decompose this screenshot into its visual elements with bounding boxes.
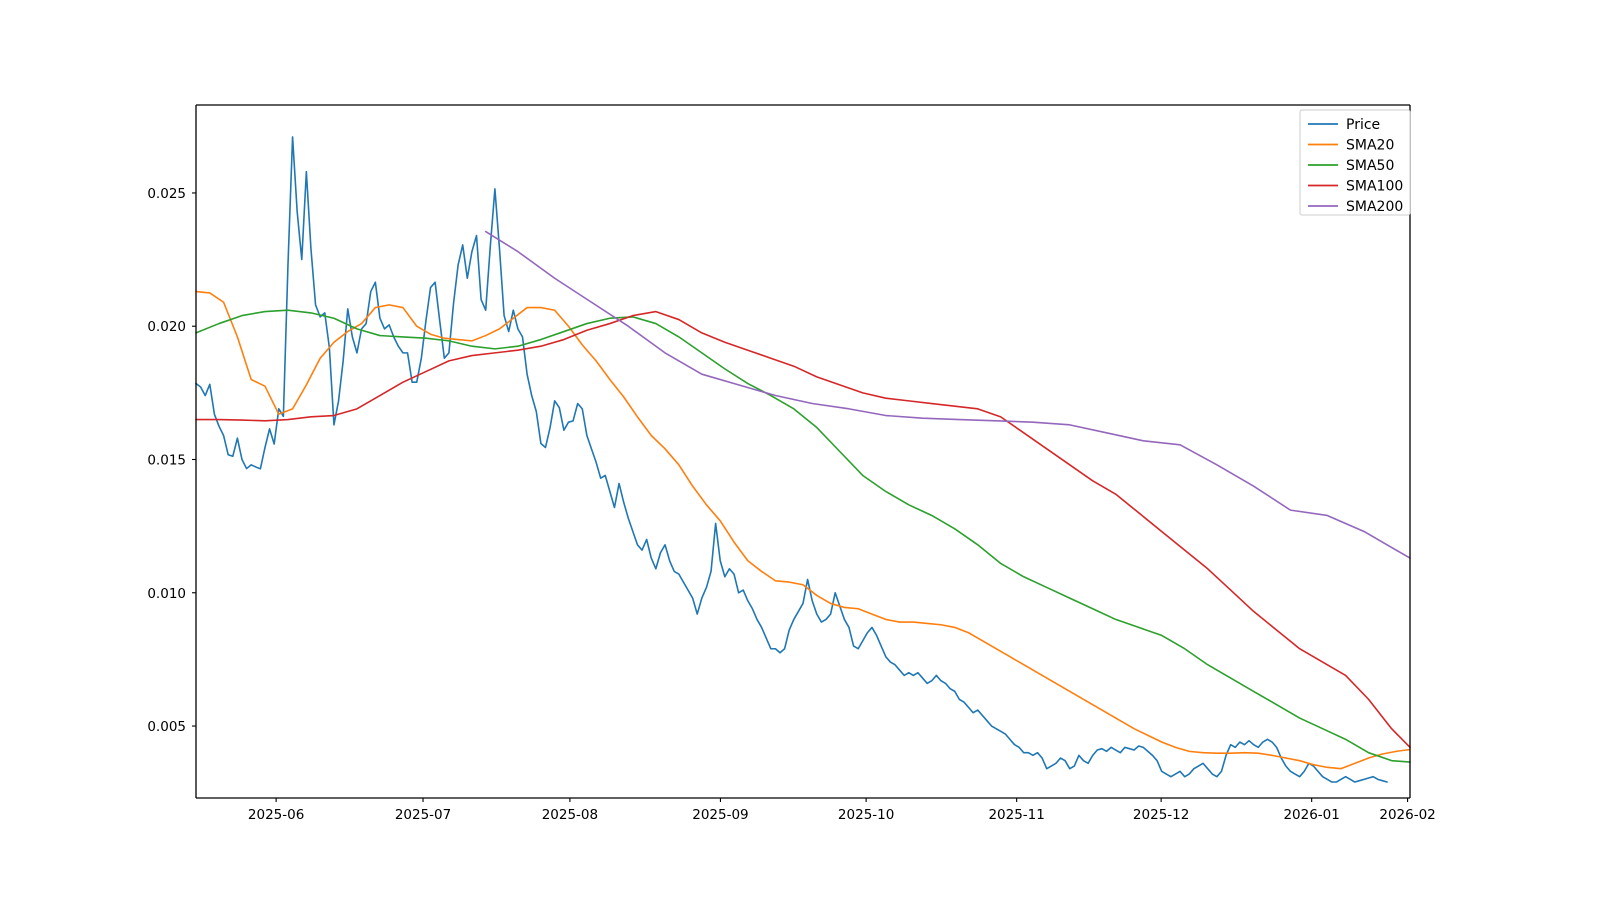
legend-label-sma100: SMA100 xyxy=(1346,179,1403,195)
y-tick-label: 0.005 xyxy=(147,719,186,735)
x-tick-label: 2025-08 xyxy=(542,807,598,823)
legend-label-sma50: SMA50 xyxy=(1346,158,1394,174)
y-tick-label: 0.025 xyxy=(147,186,186,202)
series-line-sma100 xyxy=(195,310,1411,749)
x-tick-label: 2025-11 xyxy=(988,807,1044,823)
y-tick-group: 0.005 0.010 0.015 0.020 0.025 xyxy=(147,186,196,735)
x-tick-label: 2026-02 xyxy=(1379,807,1435,823)
x-tick-label: 2025-07 xyxy=(395,807,451,823)
x-tick-label: 2025-06 xyxy=(248,807,304,823)
x-tick-group: 2025-06 2025-07 2025-08 2025-09 2025-10 2025-… xyxy=(248,798,1436,823)
legend-label-sma20: SMA20 xyxy=(1346,138,1394,154)
legend-label-sma200: SMA200 xyxy=(1346,199,1403,215)
x-tick-label: 2026-01 xyxy=(1283,807,1339,823)
plot-background xyxy=(196,105,1410,798)
series-line-price xyxy=(195,136,1388,783)
series-line-sma200 xyxy=(484,230,1411,559)
y-tick-label: 0.015 xyxy=(147,452,186,468)
chart-legend[interactable]: Price SMA20 SMA50 SMA100 SMA200 xyxy=(1299,109,1411,216)
x-tick-label: 2025-12 xyxy=(1133,807,1189,823)
y-tick-label: 0.020 xyxy=(147,319,186,335)
y-tick-label: 0.010 xyxy=(147,586,186,602)
series-group xyxy=(195,136,1411,783)
legend-background xyxy=(1299,109,1411,216)
series-line-sma20 xyxy=(195,290,1411,770)
legend-label-price: Price xyxy=(1346,117,1380,133)
x-tick-label: 2025-10 xyxy=(838,807,894,823)
x-tick-label: 2025-09 xyxy=(692,807,748,823)
series-line-sma50 xyxy=(195,309,1411,763)
